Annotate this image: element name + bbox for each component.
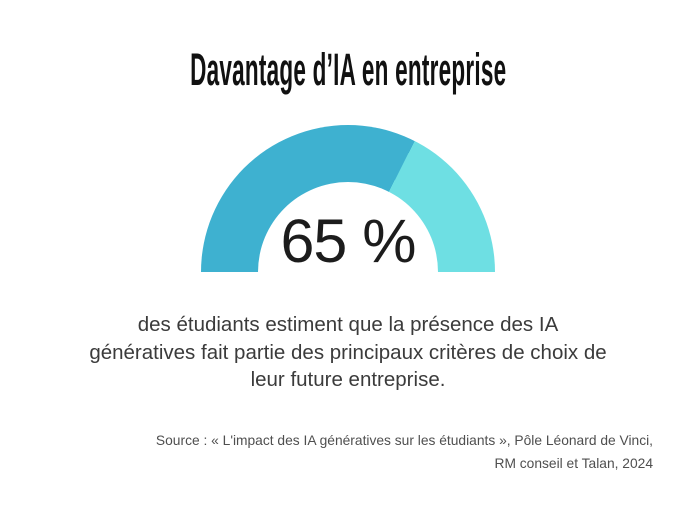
statement-line-3: leur future entreprise. bbox=[250, 368, 446, 391]
statement-line-1: des étudiants estiment que la présence d… bbox=[137, 313, 559, 336]
gauge-value-label: 65 % bbox=[280, 207, 416, 273]
source-line-2: RM conseil et Talan, 2024 bbox=[494, 456, 653, 471]
statement-line-2: génératives fait partie des principaux c… bbox=[89, 340, 607, 364]
source-citation: Source : « L'impact des IA génératives s… bbox=[156, 429, 653, 475]
page-title: Davantage d’IA en entreprise bbox=[0, 44, 696, 96]
gauge-chart: 65 % bbox=[201, 125, 495, 273]
source-line-1: Source : « L'impact des IA génératives s… bbox=[155, 433, 653, 448]
page-title-text: Davantage d’IA en entreprise bbox=[189, 44, 507, 95]
statement-text: des étudiants estiment que la présence d… bbox=[0, 311, 696, 394]
